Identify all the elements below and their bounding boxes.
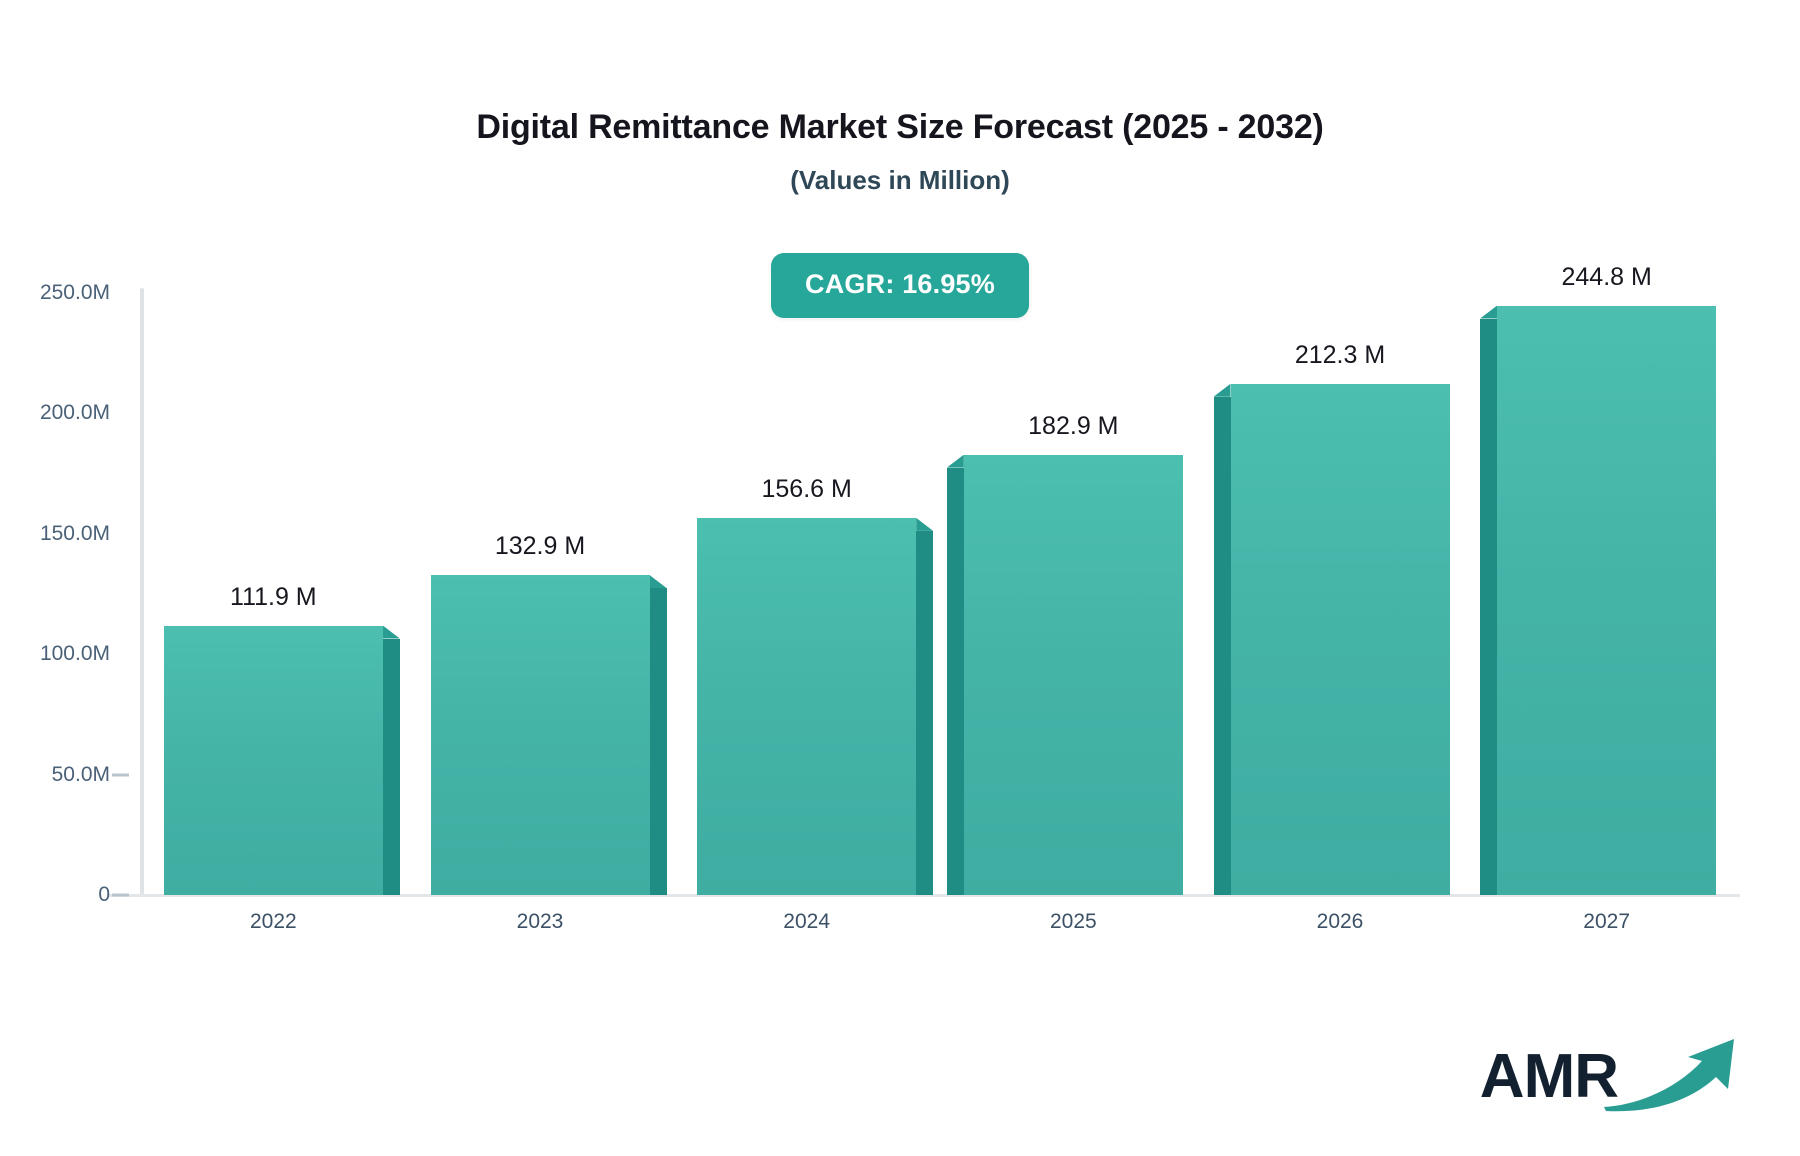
x-axis-tick-label: 2027 — [1583, 910, 1631, 933]
bar-side-shade — [1213, 396, 1231, 895]
bar-value-label: 182.9 M — [1028, 411, 1119, 440]
y-axis-tick-label: 150.0M — [39, 521, 110, 545]
bar-value-label: 244.8 M — [1561, 262, 1652, 291]
bar-side-shade — [649, 587, 667, 895]
x-axis-tick-label: 2026 — [1316, 910, 1364, 933]
y-axis-tick-label: 250.0M — [39, 281, 110, 304]
y-axis-tick-mark — [112, 893, 129, 897]
x-axis-tick-label: 2024 — [783, 910, 831, 933]
bar-side-shade — [946, 467, 964, 895]
bar-value-label: 212.3 M — [1294, 340, 1386, 369]
x-axis-tick-label: 2023 — [516, 910, 564, 933]
y-axis-tick-label: 50.0M — [51, 762, 110, 786]
y-axis-tick-label: 200.0M — [39, 401, 110, 425]
amr-logo-text: AMR — [1479, 1041, 1619, 1111]
bar-top-bevel — [1480, 305, 1498, 319]
cagr-badge: CAGR: 16.95% — [771, 253, 1029, 318]
bar-value-label: 132.9 M — [494, 531, 586, 560]
amr-logo: AMR — [1480, 1033, 1748, 1120]
bar-top-bevel — [916, 517, 934, 531]
bar-column: 182.9 M — [946, 412, 1183, 895]
bar-face — [1230, 383, 1450, 895]
bar-face — [697, 517, 917, 895]
x-axis-tick-label: 2025 — [1049, 910, 1097, 933]
bar-column: 132.9 M — [430, 532, 667, 895]
bar-top-bevel — [1213, 383, 1231, 397]
bar-face — [1497, 305, 1717, 895]
page-title: Digital Remittance Market Size Forecast … — [476, 108, 1324, 146]
bar-side-shade — [1480, 318, 1498, 895]
bar-column: 156.6 M — [697, 475, 934, 895]
bar-column: 244.8 M — [1480, 263, 1717, 895]
y-axis-tick-mark — [112, 773, 129, 777]
bar-side-shade — [916, 530, 934, 895]
bar-top-bevel — [382, 625, 400, 639]
bar-top-bevel — [649, 574, 667, 588]
bar-face — [163, 625, 383, 895]
x-axis-tick-label: 2022 — [249, 910, 297, 933]
y-axis-line — [140, 288, 144, 896]
bar-value-label: 111.9 M — [230, 582, 317, 611]
bar-column: 111.9 M — [163, 583, 400, 895]
bar-side-shade — [382, 638, 400, 895]
bar-face — [430, 574, 650, 895]
x-axis-line — [108, 894, 1740, 897]
y-axis-tick-label: 100.0M — [39, 642, 110, 666]
y-axis-tick-label: 0 — [98, 883, 110, 906]
growth-arrow-icon — [1598, 1033, 1748, 1118]
bar-face — [963, 454, 1183, 895]
chart-subtitle: (Values in Million) — [790, 165, 1010, 195]
bar-column: 212.3 M — [1213, 341, 1450, 895]
bar-value-label: 156.6 M — [761, 474, 852, 503]
bar-top-bevel — [946, 454, 964, 468]
